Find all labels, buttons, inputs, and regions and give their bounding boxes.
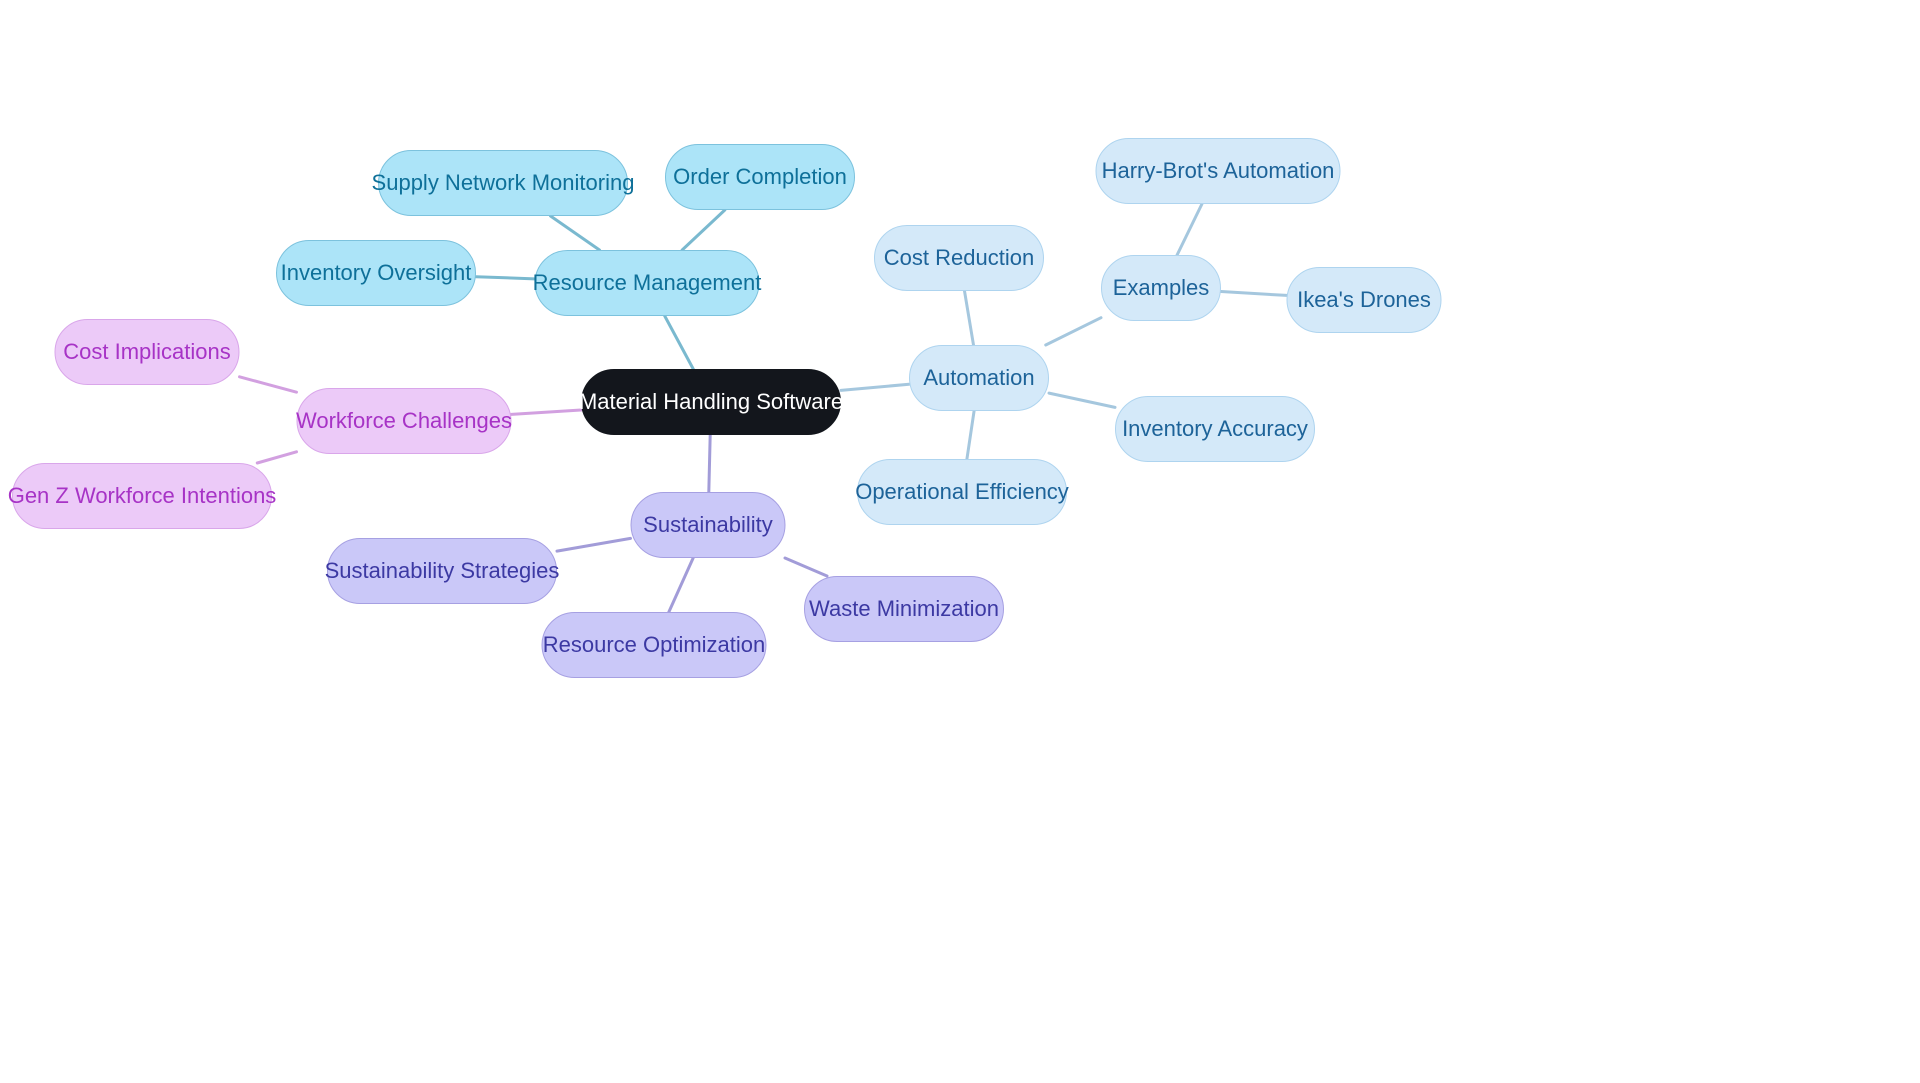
mindmap-edges (0, 0, 1920, 1083)
node-supply: Supply Network Monitoring (378, 150, 628, 216)
node-workforce: Workforce Challenges (297, 388, 512, 454)
node-root: Material Handling Software (581, 369, 841, 435)
node-inv_acc: Inventory Accuracy (1115, 396, 1315, 462)
node-examples: Examples (1101, 255, 1221, 321)
node-ikea: Ikea's Drones (1287, 267, 1442, 333)
node-automation: Automation (909, 345, 1049, 411)
node-genz: Gen Z Workforce Intentions (12, 463, 272, 529)
node-op_eff: Operational Efficiency (857, 459, 1067, 525)
node-harry: Harry-Brot's Automation (1096, 138, 1341, 204)
node-res_opt: Resource Optimization (542, 612, 767, 678)
node-cost_red: Cost Reduction (874, 225, 1044, 291)
node-waste: Waste Minimization (804, 576, 1004, 642)
node-sustain: Sustainability (631, 492, 786, 558)
node-order: Order Completion (665, 144, 855, 210)
node-cost_impl: Cost Implications (55, 319, 240, 385)
node-res_mgmt: Resource Management (535, 250, 760, 316)
node-sus_strat: Sustainability Strategies (327, 538, 557, 604)
node-inv_ov: Inventory Oversight (276, 240, 476, 306)
